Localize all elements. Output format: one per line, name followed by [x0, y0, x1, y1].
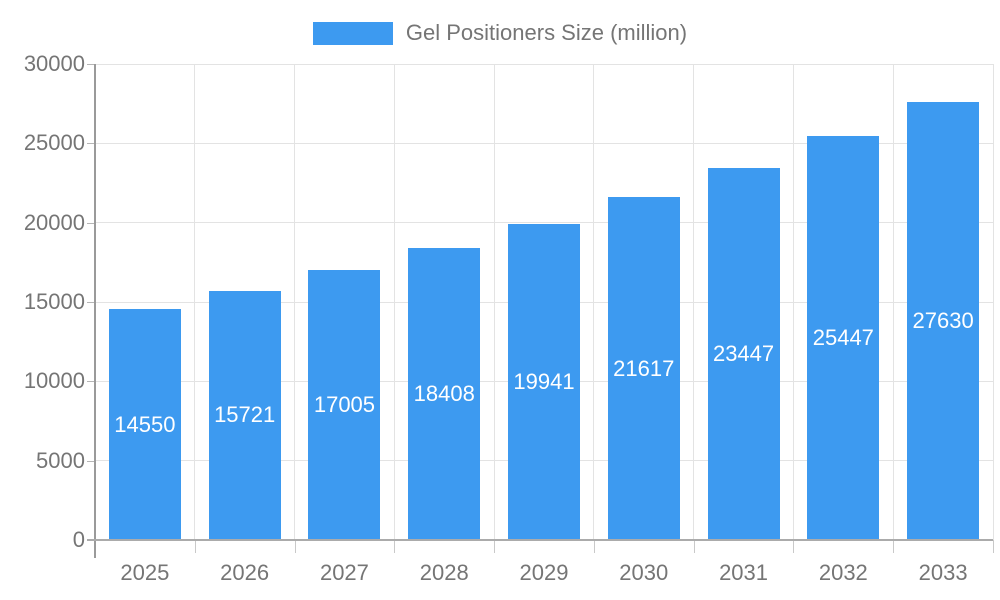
bar-value-label: 18408	[413, 380, 475, 406]
gridline-h	[95, 63, 993, 65]
x-tick-label: 2025	[120, 560, 170, 585]
x-tick	[693, 540, 695, 553]
x-tick-label: 2031	[719, 560, 769, 585]
x-tick-label: 2026	[220, 560, 270, 585]
bar[interactable]: 19941	[508, 223, 580, 540]
x-tick-label: 2028	[419, 560, 469, 585]
bar-value-label: 27630	[912, 307, 974, 333]
x-tick-label: 2030	[619, 560, 669, 585]
gridline-h	[95, 142, 993, 144]
x-tick	[893, 540, 895, 553]
bar-value-label: 14550	[114, 411, 176, 437]
y-axis-line	[94, 64, 96, 558]
legend-label: Gel Positioners Size (million)	[405, 20, 688, 45]
legend-item[interactable]: Gel Positioners Size (million)	[312, 20, 688, 46]
gridline-v	[693, 64, 695, 540]
gridline-v	[294, 64, 296, 540]
y-tick	[87, 381, 95, 383]
x-tick	[793, 540, 795, 553]
y-tick-label: 15000	[23, 289, 85, 314]
gridline-v	[194, 64, 196, 540]
bar[interactable]: 15721	[208, 290, 281, 540]
legend-swatch-icon	[312, 21, 393, 45]
bar-value-label: 15721	[214, 402, 276, 428]
gridline-h	[95, 222, 993, 224]
bar[interactable]: 25447	[807, 136, 880, 540]
x-tick-label: 2033	[918, 560, 968, 585]
x-tick	[593, 540, 595, 553]
bar[interactable]: 23447	[707, 167, 780, 540]
y-tick-label: 25000	[23, 130, 85, 156]
bar-value-label: 17005	[313, 392, 376, 418]
y-tick-label: 30000	[23, 51, 85, 76]
y-tick	[87, 143, 95, 145]
bar-value-label: 25447	[812, 325, 874, 351]
y-tick-label: 5000	[36, 447, 85, 473]
gridline-v	[493, 64, 495, 540]
bar[interactable]: 27630	[907, 101, 980, 540]
y-tick	[87, 64, 95, 65]
x-tick	[494, 540, 496, 553]
bar[interactable]: 14550	[108, 309, 181, 540]
bar-value-label: 23447	[712, 340, 775, 366]
bar[interactable]: 18408	[408, 247, 481, 540]
bar-value-label: 21617	[613, 355, 675, 381]
gridline-v	[593, 64, 595, 540]
y-tick	[87, 222, 95, 224]
x-tick	[294, 540, 296, 553]
bar-value-label: 19941	[513, 368, 575, 394]
gridline-v	[892, 64, 894, 540]
y-tick	[87, 460, 95, 462]
gridline-v	[792, 64, 794, 540]
bar[interactable]: 21617	[607, 197, 680, 540]
y-tick-label: 0	[72, 527, 85, 552]
x-tick	[993, 540, 994, 553]
y-tick	[87, 302, 95, 303]
gridline-v	[992, 64, 994, 540]
bar[interactable]: 17005	[308, 270, 381, 540]
x-tick-label: 2027	[319, 560, 369, 585]
x-tick	[194, 540, 196, 553]
y-tick-label: 10000	[23, 368, 85, 394]
x-axis-line	[87, 539, 993, 541]
plot-area: 14550 15721 17005 18408 19941 21617 23447 25447…	[95, 63, 994, 540]
gridline-v	[393, 64, 395, 540]
x-tick	[394, 540, 396, 553]
legend: Gel Positioners Size (million)	[0, 20, 1000, 46]
x-tick-label: 2032	[818, 560, 868, 585]
x-tick-label: 2029	[519, 560, 569, 585]
y-tick-label: 20000	[23, 209, 85, 235]
